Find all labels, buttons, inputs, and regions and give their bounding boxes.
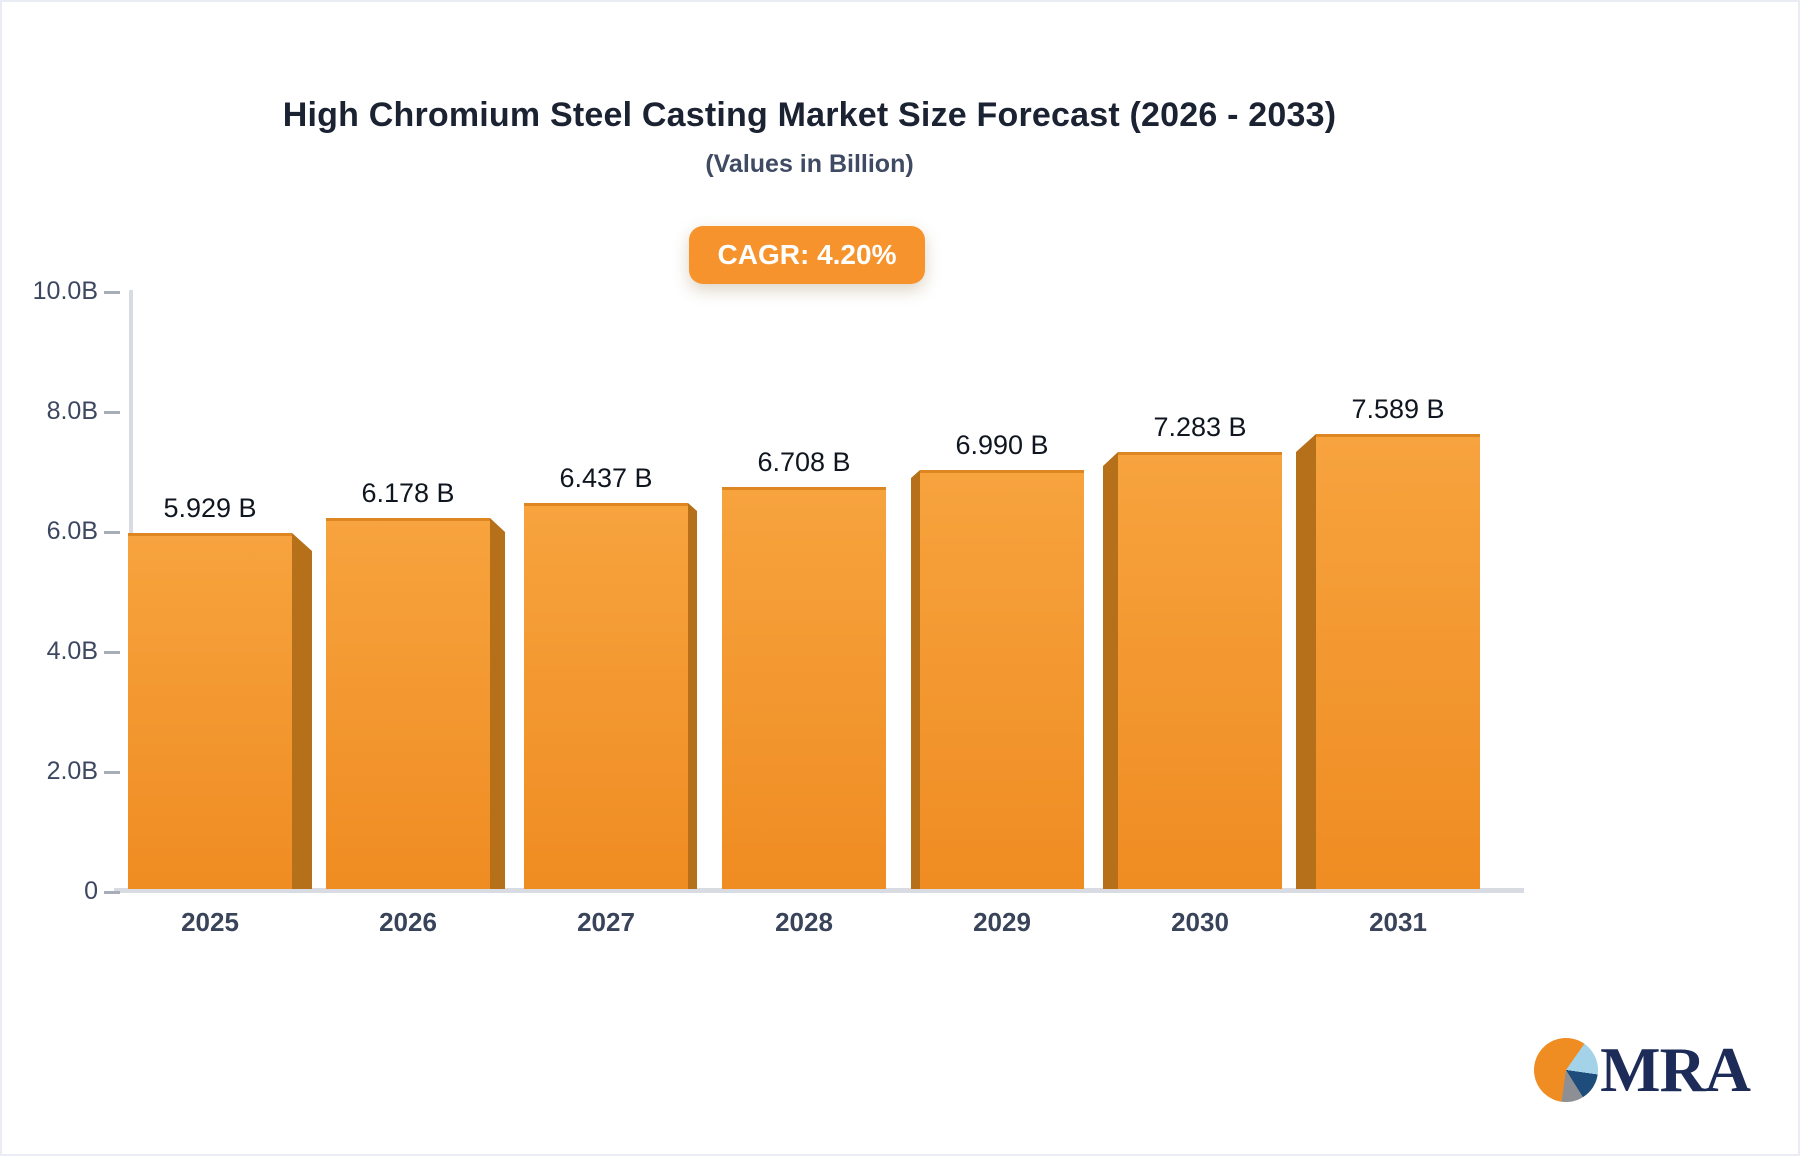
- bar-value-label: 6.178 B: [361, 478, 455, 508]
- y-tick-dash: [104, 411, 120, 414]
- bar-2030: [1118, 452, 1282, 889]
- y-tick-dash: [104, 771, 120, 774]
- bar-side-shadow: [911, 470, 920, 889]
- y-tick-dash: [104, 891, 120, 894]
- y-tick-label: 8.0B: [46, 397, 98, 425]
- y-tick-dash: [104, 531, 120, 534]
- x-tick-label: 2028: [775, 907, 833, 937]
- bar-value-label: 7.283 B: [1153, 412, 1247, 442]
- y-tick-dash: [104, 651, 120, 654]
- bar-value-label: 6.437 B: [559, 463, 653, 493]
- bar-2028: [722, 487, 886, 889]
- y-tick-label: 6.0B: [46, 517, 98, 545]
- brand-text: MRA: [1600, 1034, 1751, 1105]
- bar-2027: [524, 503, 688, 889]
- bar-side-shadow: [1103, 452, 1118, 889]
- x-tick-label: 2027: [577, 907, 635, 937]
- bar-side-shadow: [1296, 434, 1316, 889]
- bar-value-label: 6.708 B: [757, 447, 851, 477]
- bar-2029: [920, 470, 1084, 889]
- y-tick-label: 4.0B: [46, 637, 98, 665]
- x-tick-label: 2025: [181, 907, 239, 937]
- bar-value-label: 7.589 B: [1351, 394, 1445, 424]
- bar-side-shadow: [490, 518, 505, 889]
- bar-2031: [1316, 434, 1480, 889]
- y-tick-label: 2.0B: [46, 757, 98, 785]
- chart-title: High Chromium Steel Casting Market Size …: [282, 96, 1337, 134]
- y-tick-dash: [104, 291, 120, 294]
- chart-subtitle: (Values in Billion): [705, 150, 914, 178]
- y-tick-label: 0: [84, 877, 98, 905]
- pie-chart-icon: [1534, 1038, 1599, 1102]
- x-axis-line: [114, 888, 1524, 893]
- x-tick-label: 2030: [1171, 907, 1229, 937]
- bar-2026: [326, 518, 490, 889]
- bar-value-label: 5.929 B: [163, 493, 257, 523]
- x-tick-label: 2031: [1369, 907, 1427, 937]
- x-tick-label: 2029: [973, 907, 1031, 937]
- bar-side-shadow: [688, 503, 697, 889]
- x-tick-label: 2026: [379, 907, 437, 937]
- bar-2025: [128, 533, 292, 889]
- bar-value-label: 6.990 B: [955, 430, 1049, 460]
- cagr-badge: CAGR: 4.20%: [689, 226, 925, 284]
- bar-side-shadow: [292, 533, 312, 889]
- brand-logo: MRA: [1534, 1034, 1751, 1105]
- y-tick-label: 10.0B: [32, 277, 98, 305]
